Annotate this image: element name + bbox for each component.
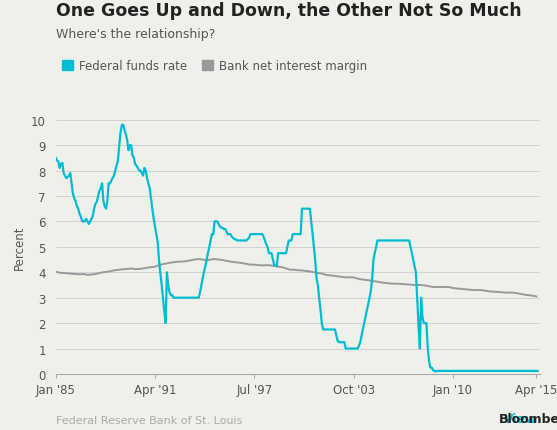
Text: View: View bbox=[504, 412, 538, 425]
Legend: Federal funds rate, Bank net interest margin: Federal funds rate, Bank net interest ma… bbox=[62, 60, 368, 73]
Text: Federal Reserve Bank of St. Louis: Federal Reserve Bank of St. Louis bbox=[56, 415, 242, 425]
Y-axis label: Percent: Percent bbox=[13, 225, 26, 270]
Text: Where's the relationship?: Where's the relationship? bbox=[56, 28, 215, 41]
Text: One Goes Up and Down, the Other Not So Much: One Goes Up and Down, the Other Not So M… bbox=[56, 2, 521, 20]
Text: Bloomberg: Bloomberg bbox=[499, 412, 557, 425]
